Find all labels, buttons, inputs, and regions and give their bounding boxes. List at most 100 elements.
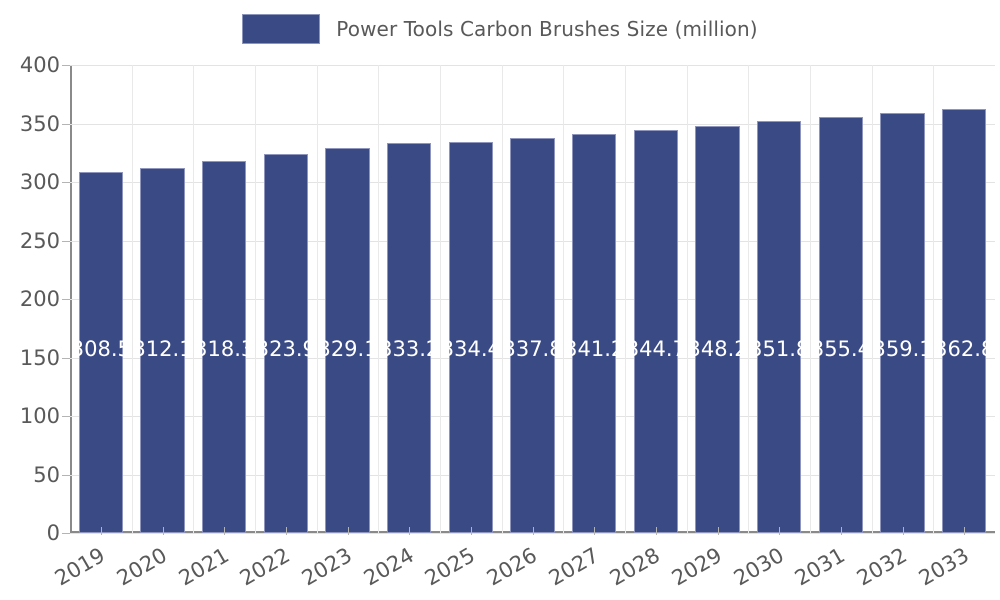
vertical-gridline [810, 65, 811, 533]
gridline [70, 65, 995, 66]
bar-value-label: 344.7 [625, 337, 686, 361]
x-tick-label: 2019 [51, 543, 110, 591]
vertical-gridline [563, 65, 565, 533]
plot-area: 0 50 100 150 200 250 300 350 400 308.5 312.1 318.3… [20, 53, 995, 545]
bar[interactable]: 348.2 [687, 125, 748, 533]
x-tick-mark [285, 527, 287, 535]
y-tick-mark [62, 416, 70, 417]
y-tick-mark [62, 240, 70, 242]
x-tick-mark [409, 527, 411, 535]
y-tick-label: 100 [19, 404, 60, 428]
y-tick-label: 250 [19, 228, 60, 253]
y-tick-label: 300 [19, 170, 60, 194]
vertical-gridline [748, 65, 750, 533]
bar-slot: 359.1 [872, 65, 934, 533]
bar[interactable]: 312.1 [132, 167, 193, 533]
bar-slot: 348.2 [687, 65, 749, 533]
bar-slot: 341.2 [563, 65, 625, 533]
bar[interactable]: 337.8 [502, 137, 563, 533]
x-tick-mark [655, 527, 657, 535]
y-tick-mark [62, 474, 70, 476]
x-tick: 2025 [421, 527, 502, 600]
gridline [70, 533, 995, 534]
vertical-gridline [316, 65, 318, 533]
x-tick-mark [902, 527, 904, 535]
x-tick: 2027 [544, 527, 625, 600]
bar[interactable]: 333.2 [379, 143, 439, 533]
bar[interactable]: 351.8 [749, 121, 809, 533]
bar-slot: 351.8 [748, 65, 810, 533]
y-tick-label: 200 [19, 287, 60, 311]
x-tick: 2028 [606, 527, 687, 600]
bar[interactable]: 359.1 [873, 112, 933, 533]
legend-label-series-0: Power Tools Carbon Brushes Size (million… [336, 17, 758, 41]
x-tick: 2021 [174, 527, 255, 600]
y-tick-mark [62, 357, 70, 359]
x-tick-mark [532, 527, 534, 535]
bar-slot: 308.5 [70, 65, 132, 533]
y-tick-label: 400 [19, 53, 60, 77]
bar[interactable]: 308.5 [71, 172, 131, 533]
x-tick-mark [162, 527, 164, 535]
bar-slot: 323.9 [255, 65, 317, 533]
bar[interactable]: 341.2 [564, 133, 624, 533]
y-tick-label: 50 [33, 462, 60, 487]
x-tick-mark [100, 527, 102, 535]
bar-slot: 312.1 [132, 65, 194, 533]
chart-legend: Power Tools Carbon Brushes Size (million… [0, 12, 1000, 46]
bar[interactable]: 329.1 [317, 147, 378, 533]
y-tick-mark [62, 65, 70, 66]
bar-value-label: 355.4 [810, 337, 871, 361]
y-tick-label: 150 [19, 345, 60, 370]
bar-series-group: 308.5 312.1 318.3 323.9 329.1 333.2 334.4 337.8… [70, 65, 995, 533]
bar-value-label: 333.2 [379, 337, 440, 361]
vertical-gridline [625, 65, 626, 533]
x-tick: 2033 [914, 527, 995, 600]
bar[interactable]: 323.9 [256, 154, 316, 533]
bar-slot: 318.3 [193, 65, 255, 533]
bar-slot: 344.7 [625, 65, 687, 533]
bar-slot: 329.1 [317, 65, 379, 533]
y-tick-label: 0 [46, 521, 60, 545]
bar[interactable]: 355.4 [811, 117, 871, 533]
x-tick-mark [964, 527, 966, 535]
x-tick-mark [224, 527, 226, 535]
bar-value-label: 318.3 [194, 337, 255, 361]
bar-slot: 334.4 [440, 65, 502, 533]
x-tick: 2023 [298, 527, 379, 600]
vertical-gridline [131, 65, 133, 533]
bar-value-label: 348.2 [687, 337, 748, 361]
x-tick-mark [779, 527, 781, 535]
vertical-gridline [378, 65, 380, 533]
vertical-gridline [501, 65, 503, 533]
bar-value-label: 362.8 [934, 337, 995, 361]
x-tick: 2032 [853, 527, 934, 600]
x-tick-mark [594, 527, 596, 535]
bar-value-label: 341.2 [564, 337, 625, 361]
y-tick-mark [62, 533, 70, 534]
bar-slot: 362.8 [933, 65, 995, 533]
x-tick-mark [717, 527, 719, 535]
x-tick: 2031 [791, 527, 872, 600]
bar[interactable]: 318.3 [194, 160, 254, 533]
x-tick: 2022 [236, 527, 317, 600]
vertical-gridline [686, 65, 688, 533]
bar-value-label: 351.8 [749, 337, 810, 361]
bar-value-label: 334.4 [440, 337, 501, 361]
bar[interactable]: 344.7 [626, 129, 686, 533]
x-tick: 2024 [359, 527, 440, 600]
x-axis-ticks: 2019 2020 2021 2022 2023 2024 2025 2026 2027 2028… [51, 527, 995, 600]
bar[interactable]: 362.8 [934, 108, 994, 533]
bar-value-label: 337.8 [502, 337, 563, 361]
legend-swatch-series-0 [242, 14, 321, 44]
vertical-gridline [193, 65, 195, 533]
y-tick-mark [62, 123, 70, 125]
vertical-gridline [871, 65, 873, 533]
bar-slot: 333.2 [378, 65, 440, 533]
y-tick-label: 350 [19, 111, 60, 136]
vertical-gridline [440, 65, 441, 533]
bar[interactable]: 334.4 [441, 141, 501, 533]
x-tick: 2020 [113, 527, 194, 600]
bar-value-label: 359.1 [872, 337, 933, 361]
